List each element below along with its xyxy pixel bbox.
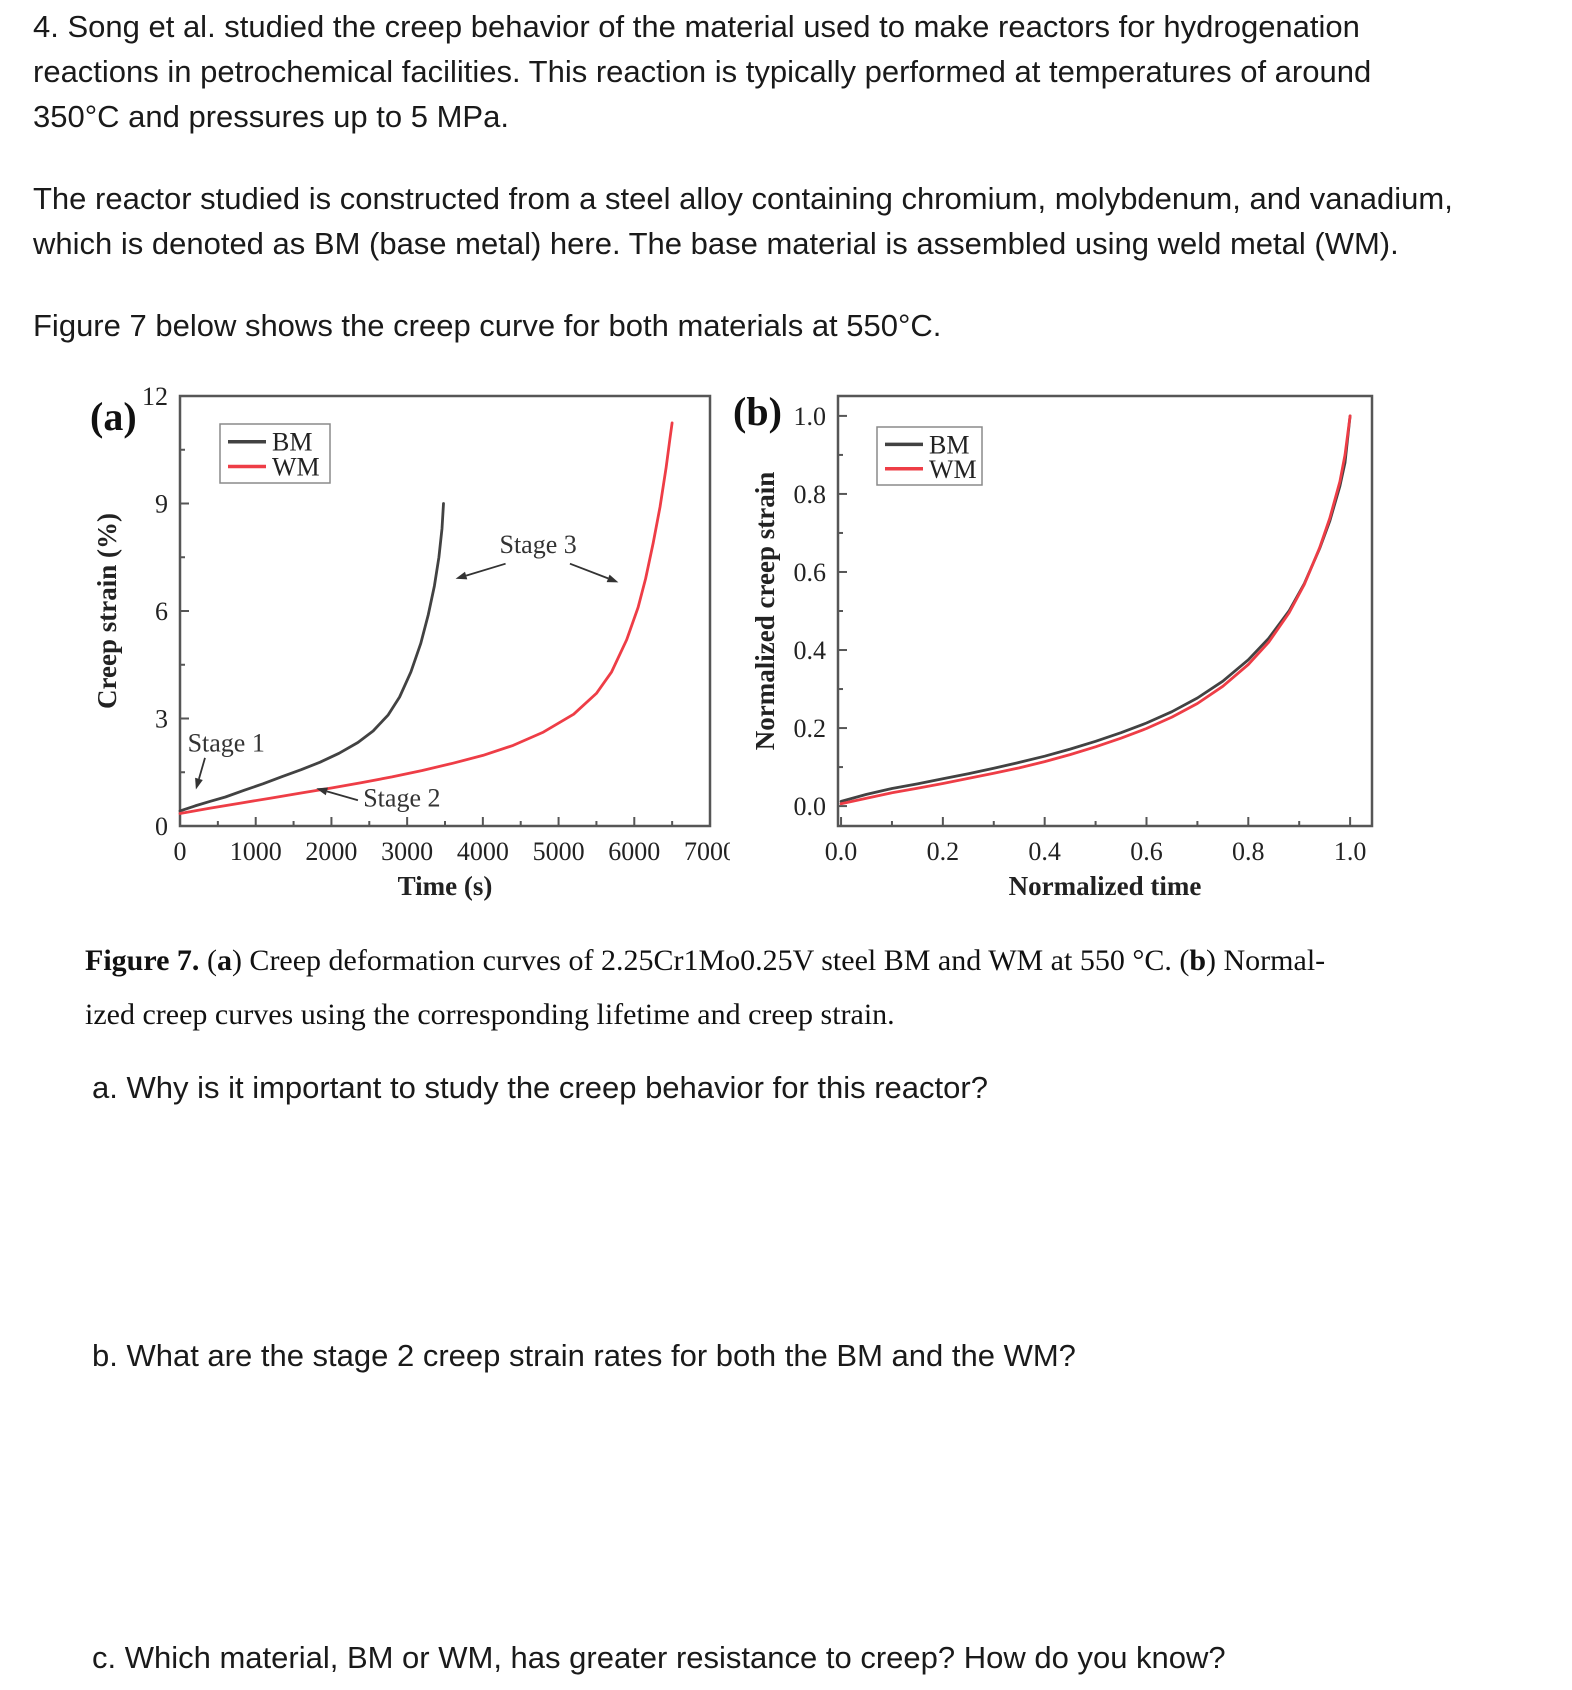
panel-label: (b) xyxy=(733,389,782,434)
x-tick-label: 6000 xyxy=(608,837,660,866)
x-axis-title: Normalized time xyxy=(1009,871,1202,901)
y-tick-label: 0.4 xyxy=(794,636,827,665)
caption-text: ) Normal- xyxy=(1206,944,1326,977)
x-tick-label: 1000 xyxy=(230,837,282,866)
material-description: The reactor studied is constructed from … xyxy=(33,176,1453,266)
series-line-WM xyxy=(178,421,674,815)
y-tick-label: 0.8 xyxy=(794,480,827,509)
question-c: c. Which material, BM or WM, has greater… xyxy=(92,1640,1226,1675)
x-tick-label: 0.6 xyxy=(1130,837,1163,866)
y-tick-label: 9 xyxy=(155,490,168,519)
annotation-arrowhead xyxy=(455,571,468,580)
annotation-arrow-line xyxy=(569,562,609,580)
caption-panel-a-label: a xyxy=(216,944,232,977)
figure-intro-sentence: Figure 7 below shows the creep curve for… xyxy=(33,303,941,348)
x-tick-label: 0.0 xyxy=(825,837,858,866)
legend-label: BM xyxy=(272,428,312,457)
caption-text: ( xyxy=(199,944,217,977)
x-tick-label: 4000 xyxy=(457,837,509,866)
question-a: a. Why is it important to study the cree… xyxy=(92,1070,988,1105)
x-tick-label: 0.4 xyxy=(1028,837,1061,866)
y-tick-label: 1.0 xyxy=(794,402,827,431)
text-line: Figure 7 below shows the creep curve for… xyxy=(33,308,942,343)
annotation-arrowhead xyxy=(316,787,328,796)
axes: 0 1000 2000 3000 4000 5000 6000 7000 0 3 6 9 12 xyxy=(142,382,736,866)
y-tick-label: 0.2 xyxy=(794,714,827,743)
annotation-label: Stage 3 xyxy=(499,530,576,559)
series-line-WM xyxy=(839,414,1352,806)
legend-box xyxy=(219,423,331,484)
x-tick-label: 5000 xyxy=(533,837,585,866)
y-tick-label: 0 xyxy=(155,812,168,841)
annotation-arrow-line xyxy=(198,757,206,780)
y-axis-title: Normalized creep strain xyxy=(750,472,780,750)
caption-line-1: Figure 7. (a) Creep deformation curves o… xyxy=(85,934,1325,988)
x-tick-label: 0.2 xyxy=(927,837,960,866)
figure-caption: Figure 7. (a) Creep deformation curves o… xyxy=(85,934,1325,1042)
chart-b-normalized-creep-strain: 0.0 0.2 0.4 0.6 0.8 1.0 0.0 0.2 0.4 0.6 0.8 1.0 Norm… xyxy=(670,380,1440,910)
y-tick-label: 3 xyxy=(155,705,168,734)
text-line: 350°C and pressures up to 5 MPa. xyxy=(33,99,509,134)
question-b: b. What are the stage 2 creep strain rat… xyxy=(92,1338,1076,1373)
x-tick-label: 0 xyxy=(174,837,187,866)
text-line: which is denoted as BM (base metal) here… xyxy=(33,226,1399,261)
panel-label: (a) xyxy=(90,394,137,439)
axes: 0.0 0.2 0.4 0.6 0.8 1.0 0.0 0.2 0.4 0.6 0.8 1.0 xyxy=(794,402,1367,866)
x-tick-label: 7000 xyxy=(684,837,730,866)
x-tick-label: 2000 xyxy=(305,837,357,866)
caption-figure-label: Figure 7. xyxy=(85,944,200,977)
legend-label: WM xyxy=(272,452,320,481)
text-line: 4. Song et al. studied the creep behavio… xyxy=(33,9,1360,44)
annotation-label: Stage 2 xyxy=(363,783,440,812)
annotation-arrowhead xyxy=(606,574,619,583)
caption-text: ) Creep deformation curves of 2.25Cr1Mo0… xyxy=(231,944,1190,977)
chart-svg-a: 0 1000 2000 3000 4000 5000 6000 7000 0 3 6 9 12 Time … xyxy=(90,382,736,901)
legend-label: BM xyxy=(929,430,969,459)
x-tick-label: 1.0 xyxy=(1334,837,1367,866)
y-tick-label: 6 xyxy=(155,597,168,626)
annotation-arrow-line xyxy=(465,562,506,577)
legend-box xyxy=(876,426,983,486)
x-tick-label: 3000 xyxy=(381,837,433,866)
text-line: reactions in petrochemical facilities. T… xyxy=(33,54,1372,89)
chart-svg-b: 0.0 0.2 0.4 0.6 0.8 1.0 0.0 0.2 0.4 0.6 0.8 1.0 Norm… xyxy=(733,389,1374,901)
x-axis-title: Time (s) xyxy=(398,871,493,901)
y-tick-label: 12 xyxy=(142,382,168,411)
annotation-arrow-line xyxy=(326,790,359,802)
series-line-BM xyxy=(178,502,445,813)
chart-a-creep-strain-vs-time: 0 1000 2000 3000 4000 5000 6000 7000 0 3 6 9 12 Time … xyxy=(60,380,736,910)
annotation-arrowhead xyxy=(195,777,203,790)
caption-line-2: ized creep curves using the correspondin… xyxy=(85,998,895,1031)
y-tick-label: 0.6 xyxy=(794,558,827,587)
annotation-label: Stage 1 xyxy=(188,728,265,757)
x-tick-label: 0.8 xyxy=(1232,837,1265,866)
caption-panel-b-label: b xyxy=(1189,944,1207,977)
text-line: The reactor studied is constructed from … xyxy=(33,181,1453,216)
legend-label: WM xyxy=(929,455,977,484)
y-axis-title: Creep strain (%) xyxy=(92,513,122,709)
y-tick-label: 0.0 xyxy=(794,792,827,821)
problem-statement: 4. Song et al. studied the creep behavio… xyxy=(33,4,1371,139)
